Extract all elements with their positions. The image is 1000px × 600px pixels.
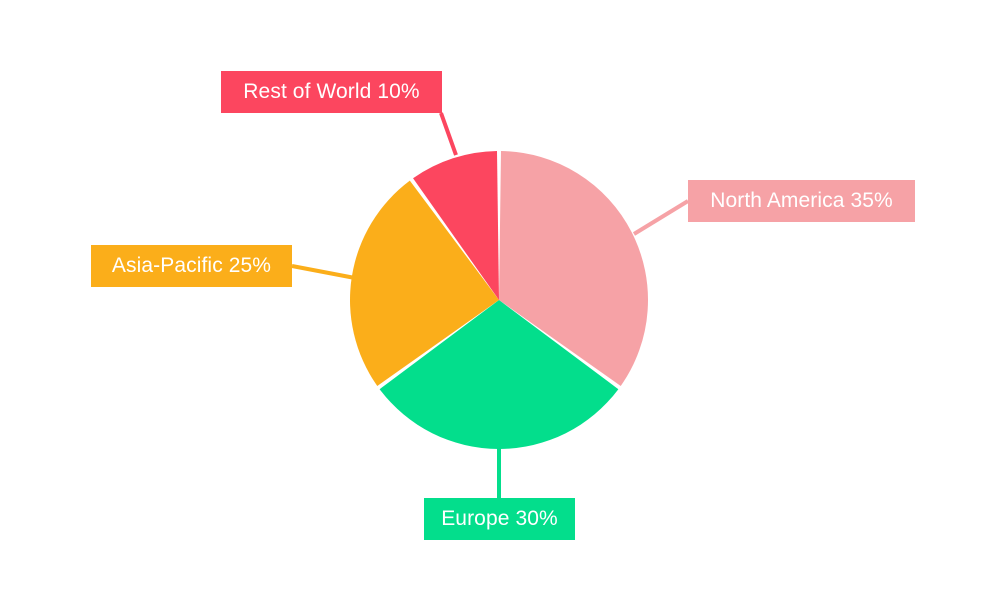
pie-label-europe[interactable]: Europe 30% — [424, 498, 575, 540]
leader-line-rest-of-world — [439, 112, 458, 156]
pie-label-text-asia-pacific: Asia-Pacific 25% — [111, 254, 272, 277]
pie-label-text-rest-of-world: Rest of World 10% — [243, 80, 420, 103]
pie-label-asia-pacific[interactable]: Asia-Pacific 25% — [91, 245, 292, 287]
pie-slice-asia-pacific[interactable] — [349, 180, 499, 386]
pie-label-text-north-america: North America 35% — [710, 189, 893, 212]
pie-label-text-europe: Europe 30% — [441, 507, 558, 530]
leader-line-north-america — [632, 199, 690, 236]
pie-label-north-america[interactable]: North America 35% — [688, 180, 915, 222]
pie-wedges-group — [349, 151, 649, 450]
pie-slice-north-america[interactable] — [499, 151, 649, 386]
pie-slice-rest-of-world[interactable] — [413, 151, 499, 300]
leader-line-asia-pacific — [291, 264, 356, 280]
leader-lines-group — [291, 112, 690, 498]
pie-label-rest-of-world[interactable]: Rest of World 10% — [221, 71, 442, 113]
pie-slice-europe[interactable] — [379, 300, 619, 450]
